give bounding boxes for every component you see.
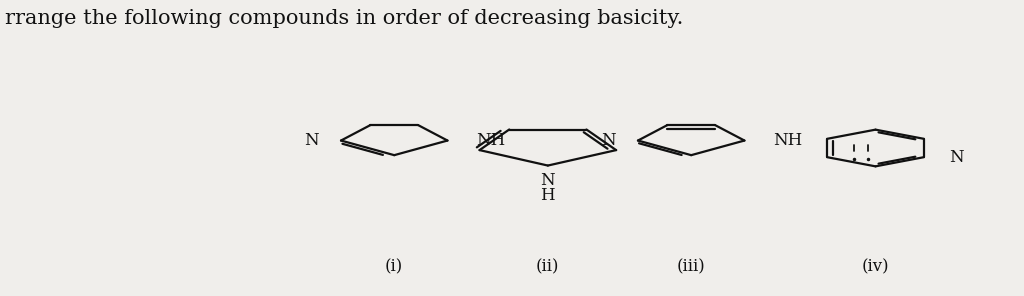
Text: NH: NH <box>773 132 803 149</box>
Text: rrange the following compounds in order of decreasing basicity.: rrange the following compounds in order … <box>5 9 683 28</box>
Text: (i): (i) <box>385 258 403 275</box>
Text: NH: NH <box>476 132 506 149</box>
Text: (ii): (ii) <box>537 258 559 275</box>
Text: N: N <box>949 149 965 166</box>
Text: N: N <box>304 132 318 149</box>
Text: (iv): (iv) <box>862 258 889 275</box>
Text: H: H <box>541 187 555 204</box>
Text: (iii): (iii) <box>677 258 706 275</box>
Text: N: N <box>601 132 615 149</box>
Text: N: N <box>541 172 555 189</box>
